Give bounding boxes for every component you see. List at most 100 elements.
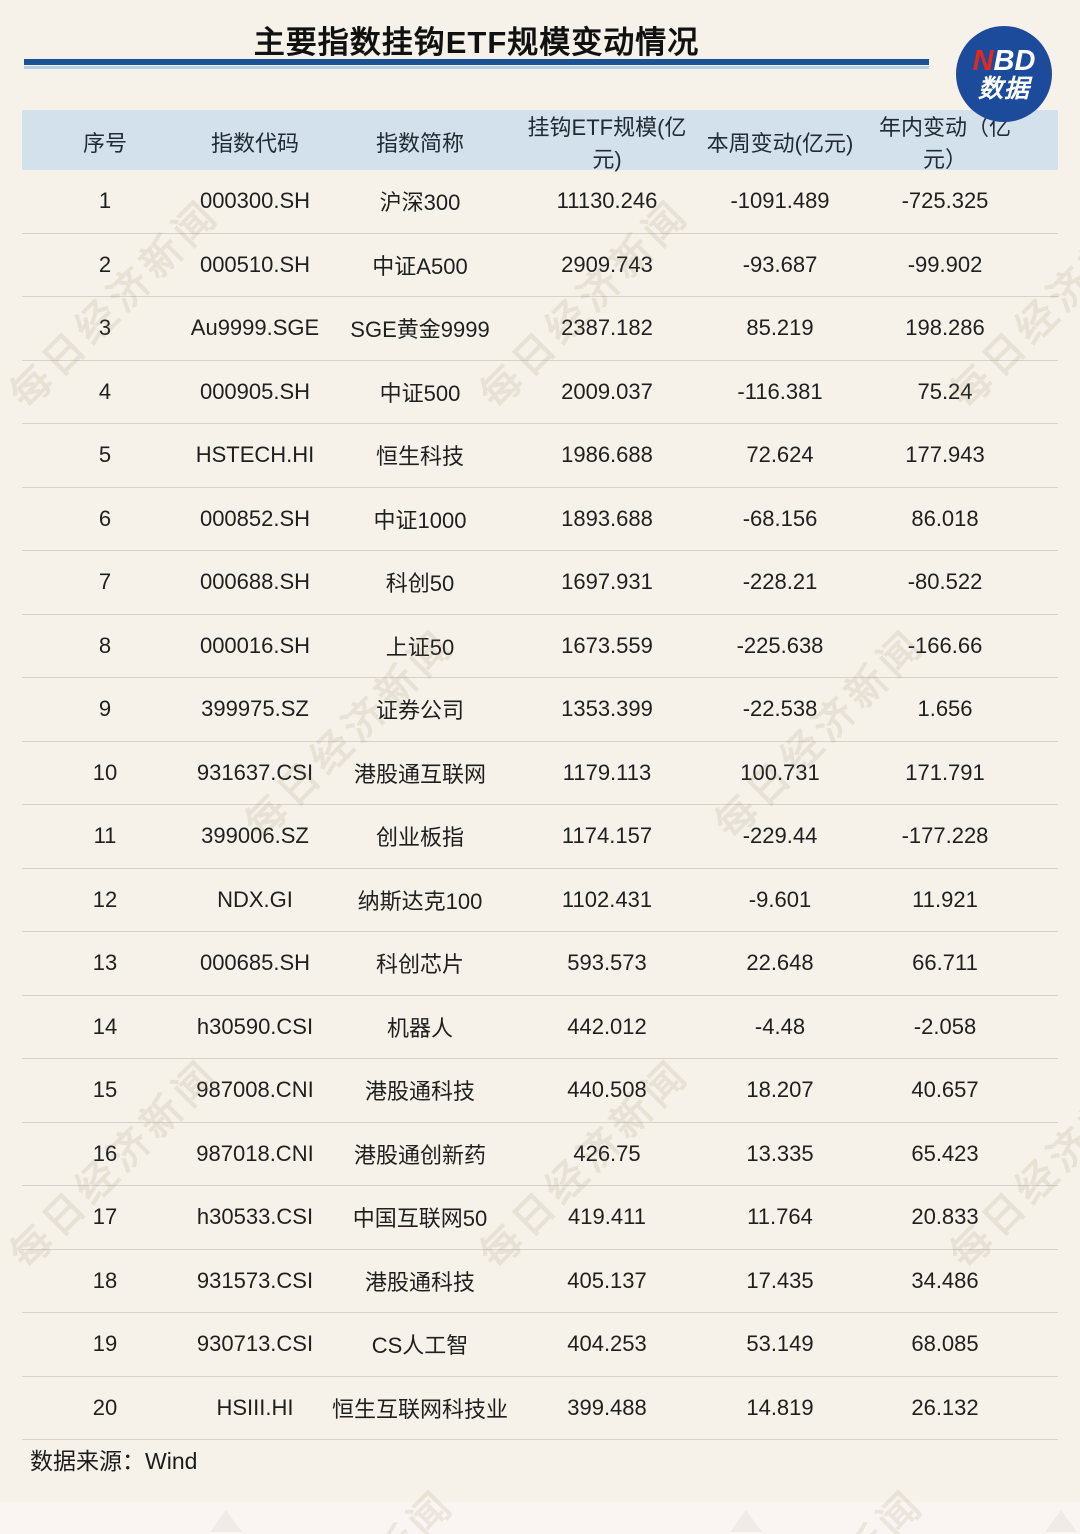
table-row: 11 399006.SZ 创业板指 1174.157 -229.44 -177.228 bbox=[22, 805, 1058, 869]
cell-index-code: 000852.SH bbox=[199, 505, 311, 531]
cell-seq: 15 bbox=[92, 1077, 118, 1103]
col-header-weekly-change: 本周变动(亿元) bbox=[706, 131, 854, 156]
cell-index-name: 上证50 bbox=[385, 634, 455, 660]
cell-seq: 2 bbox=[98, 251, 112, 277]
cell-ytd-change: 34.486 bbox=[911, 1267, 979, 1293]
cell-etf-scale: 1353.399 bbox=[561, 696, 653, 722]
cell-ytd-change: -177.228 bbox=[901, 823, 989, 849]
cell-seq: 10 bbox=[92, 759, 118, 785]
cell-weekly-change: -68.156 bbox=[742, 505, 818, 531]
cell-seq: 13 bbox=[92, 950, 118, 976]
cell-index-code: 931573.CSI bbox=[196, 1267, 314, 1293]
table-row: 7 000688.SH 科创50 1697.931 -228.21 -80.522 bbox=[22, 551, 1058, 615]
cell-etf-scale: 404.253 bbox=[567, 1331, 647, 1357]
col-header-ytd-change: 年内变动（亿元） bbox=[878, 115, 1011, 172]
cell-ytd-change: -725.325 bbox=[901, 188, 989, 214]
cell-seq: 7 bbox=[98, 569, 112, 595]
cell-index-name: 恒生科技 bbox=[375, 444, 464, 470]
cell-weekly-change: 11.764 bbox=[747, 1204, 813, 1230]
cell-index-name: 科创芯片 bbox=[375, 952, 464, 978]
cell-seq: 14 bbox=[92, 1013, 118, 1039]
cell-weekly-change: -228.21 bbox=[742, 569, 818, 595]
cell-weekly-change: -1091.489 bbox=[730, 188, 830, 214]
cell-index-code: HSTECH.HI bbox=[195, 442, 315, 468]
cell-etf-scale: 1174.157 bbox=[561, 823, 653, 849]
cell-seq: 11 bbox=[93, 823, 117, 849]
table-row: 15 987008.CNI 港股通科技 440.508 18.207 40.657 bbox=[22, 1059, 1058, 1123]
cell-seq: 6 bbox=[98, 505, 112, 531]
cell-index-code: 987008.CNI bbox=[196, 1077, 314, 1103]
nbd-logo-subtitle: 数据 bbox=[977, 75, 1030, 104]
cell-seq: 8 bbox=[98, 632, 112, 658]
cell-seq: 12 bbox=[92, 886, 118, 912]
cell-index-name: CS人工智 bbox=[371, 1333, 469, 1359]
cell-ytd-change: 171.791 bbox=[905, 759, 985, 785]
cell-etf-scale: 2009.037 bbox=[561, 378, 653, 404]
cell-index-code: NDX.GI bbox=[217, 886, 293, 912]
cell-ytd-change: 40.657 bbox=[911, 1077, 979, 1103]
nbd-logo-letters-bd: BD bbox=[993, 44, 1036, 77]
title-block: 主要指数挂钩ETF规模变动情况 bbox=[24, 17, 929, 62]
cell-index-name: 中证A500 bbox=[372, 253, 468, 279]
table-row: 5 HSTECH.HI 恒生科技 1986.688 72.624 177.943 bbox=[22, 424, 1058, 488]
table-row: 12 NDX.GI 纳斯达克100 1102.431 -9.601 11.921 bbox=[22, 869, 1058, 932]
table-row: 3 Au9999.SGE SGE黄金9999 2387.182 85.219 198.28… bbox=[22, 297, 1058, 361]
cell-ytd-change: -2.058 bbox=[913, 1013, 977, 1039]
cell-index-code: 399006.SZ bbox=[201, 823, 309, 849]
cell-weekly-change: 14.819 bbox=[746, 1394, 814, 1420]
col-header-index-name: 指数简称 bbox=[375, 131, 464, 156]
cell-index-name: 纳斯达克100 bbox=[357, 888, 483, 914]
etf-scale-table: 序号 指数代码 指数简称 挂钩ETF规模(亿元) 本周变动(亿元) 年内变动（亿… bbox=[22, 110, 1058, 1440]
table-row: 19 930713.CSI CS人工智 404.253 53.149 68.085 bbox=[22, 1313, 1058, 1377]
cell-weekly-change: -93.687 bbox=[742, 251, 818, 277]
nbd-data-logo: NBD 数据 bbox=[956, 26, 1052, 122]
table-row: 9 399975.SZ 证券公司 1353.399 -22.538 1.656 bbox=[22, 678, 1058, 742]
cell-ytd-change: 75.24 bbox=[917, 378, 973, 404]
cell-index-code: 987018.CNI bbox=[196, 1140, 314, 1166]
cell-index-code: 000688.SH bbox=[199, 569, 311, 595]
cell-ytd-change: 68.085 bbox=[911, 1331, 979, 1357]
cell-ytd-change: 66.711 bbox=[912, 950, 978, 976]
table-row: 16 987018.CNI 港股通创新药 426.75 13.335 65.423 bbox=[22, 1123, 1058, 1186]
cell-etf-scale: 440.508 bbox=[567, 1077, 647, 1103]
cell-etf-scale: 442.012 bbox=[567, 1013, 647, 1039]
data-source-label: 数据来源：Wind bbox=[30, 1448, 198, 1474]
cell-index-name: 中国互联网50 bbox=[352, 1206, 488, 1232]
cell-ytd-change: 11.921 bbox=[912, 886, 978, 912]
cell-index-name: 机器人 bbox=[386, 1015, 453, 1041]
cell-index-code: 000685.SH bbox=[199, 950, 311, 976]
cell-weekly-change: -225.638 bbox=[736, 632, 824, 658]
nbd-logo-wordmark: NBD bbox=[973, 44, 1036, 77]
cell-index-code: 399975.SZ bbox=[201, 696, 309, 722]
cell-ytd-change: 86.018 bbox=[911, 505, 979, 531]
col-header-index-code: 指数代码 bbox=[210, 131, 299, 156]
table-row: 1 000300.SH 沪深300 11130.246 -1091.489 -725.32… bbox=[22, 170, 1058, 234]
cell-etf-scale: 2909.743 bbox=[561, 251, 653, 277]
cell-etf-scale: 419.411 bbox=[568, 1204, 646, 1230]
cell-seq: 18 bbox=[92, 1267, 118, 1293]
cell-etf-scale: 1893.688 bbox=[561, 505, 653, 531]
cell-weekly-change: 13.335 bbox=[746, 1140, 814, 1166]
cell-etf-scale: 2387.182 bbox=[561, 315, 653, 341]
cell-ytd-change: 20.833 bbox=[911, 1204, 979, 1230]
cell-etf-scale: 405.137 bbox=[567, 1267, 647, 1293]
cell-seq: 20 bbox=[92, 1394, 118, 1420]
cell-index-name: 中证1000 bbox=[373, 507, 467, 533]
cell-ytd-change: 198.286 bbox=[905, 315, 985, 341]
title-underline-light bbox=[24, 66, 929, 69]
cell-weekly-change: 53.149 bbox=[746, 1331, 814, 1357]
cell-ytd-change: -99.902 bbox=[907, 251, 983, 277]
col-header-etf-scale: 挂钩ETF规模(亿元) bbox=[527, 115, 687, 172]
cell-seq: 19 bbox=[92, 1331, 118, 1357]
bottom-band-triangle-icon bbox=[1045, 1510, 1077, 1532]
table-row: 13 000685.SH 科创芯片 593.573 22.648 66.711 bbox=[22, 932, 1058, 996]
cell-ytd-change: 26.132 bbox=[911, 1394, 979, 1420]
cell-index-name: 创业板指 bbox=[375, 825, 464, 851]
cell-weekly-change: -116.381 bbox=[737, 378, 823, 404]
cell-weekly-change: 18.207 bbox=[746, 1077, 814, 1103]
cell-index-code: 000016.SH bbox=[199, 632, 311, 658]
cell-index-code: 931637.CSI bbox=[196, 759, 314, 785]
cell-weekly-change: -4.48 bbox=[754, 1013, 806, 1039]
cell-index-code: HSIII.HI bbox=[216, 1394, 294, 1420]
table-row: 17 h30533.CSI 中国互联网50 419.411 11.764 20.833 bbox=[22, 1186, 1058, 1250]
